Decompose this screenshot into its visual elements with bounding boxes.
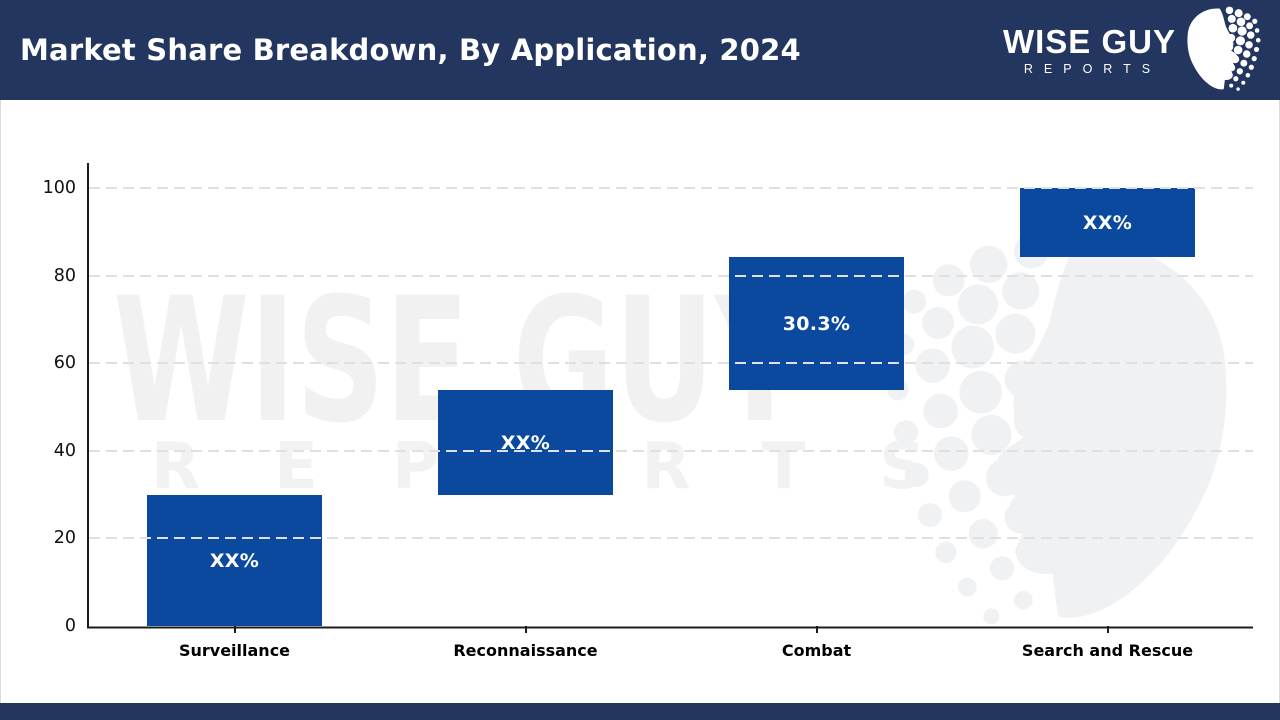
x-axis-tick-reconnaissance [524, 626, 527, 633]
x-axis-label-search-and-rescue: Search and Rescue [1021, 641, 1194, 660]
y-axis-tick-label: 80 [53, 265, 76, 286]
bar-value-label-combat: 30.3% [782, 312, 851, 335]
x-axis-label-surveillance: Surveillance [178, 641, 291, 660]
y-axis-tick-label: 100 [42, 178, 76, 199]
header-bar: Market Share Breakdown, By Application, … [0, 0, 1280, 100]
x-axis-tick-surveillance [233, 626, 236, 633]
logo-wordmark-line2: REPORTS [1023, 61, 1162, 76]
plot-area: 0 20 40 60 80 100 XX% Surveillance XX% Reconnaiss… [43, 163, 1253, 660]
x-axis-label-combat: Combat [781, 641, 852, 660]
y-axis-tick-label: 60 [53, 353, 76, 374]
y-axis-tick-label: 0 [64, 616, 76, 636]
footer-bar [0, 703, 1280, 720]
gridline-80 [89, 274, 1253, 277]
bar-value-label-search-and-rescue: XX% [1082, 211, 1133, 234]
y-axis-line [87, 163, 89, 628]
bar-surveillance: XX% [146, 495, 323, 626]
brand-logo: WISE GUY REPORTS [1003, 4, 1266, 96]
bar-value-label-reconnaissance: XX% [500, 431, 551, 454]
bar-value-label-surveillance: XX% [209, 549, 260, 572]
logo-wordmark-line1: WISE GUY [1002, 22, 1176, 60]
gridline-40 [89, 449, 1253, 452]
x-axis-label-reconnaissance: Reconnaissance [453, 641, 598, 660]
bar-reconnaissance: XX% [437, 390, 614, 496]
logo-face-icon [1187, 6, 1261, 91]
chart-canvas: WISE GUY REPORTS 020406080100XX%Surveill… [0, 100, 1280, 703]
logo-wordmark: WISE GUY REPORTS [1003, 25, 1176, 76]
gridline-60 [89, 362, 1253, 365]
page-title: Market Share Breakdown, By Application, … [20, 33, 801, 67]
y-axis-tick-label: 40 [53, 440, 76, 461]
y-axis-tick-label: 20 [53, 528, 76, 549]
bar-combat: 30.3% [728, 257, 905, 391]
x-axis-tick-combat [815, 626, 818, 633]
x-axis-line [87, 626, 1253, 629]
bar-search-and-rescue: XX% [1019, 188, 1196, 258]
x-axis-tick-search-and-rescue [1106, 626, 1109, 633]
